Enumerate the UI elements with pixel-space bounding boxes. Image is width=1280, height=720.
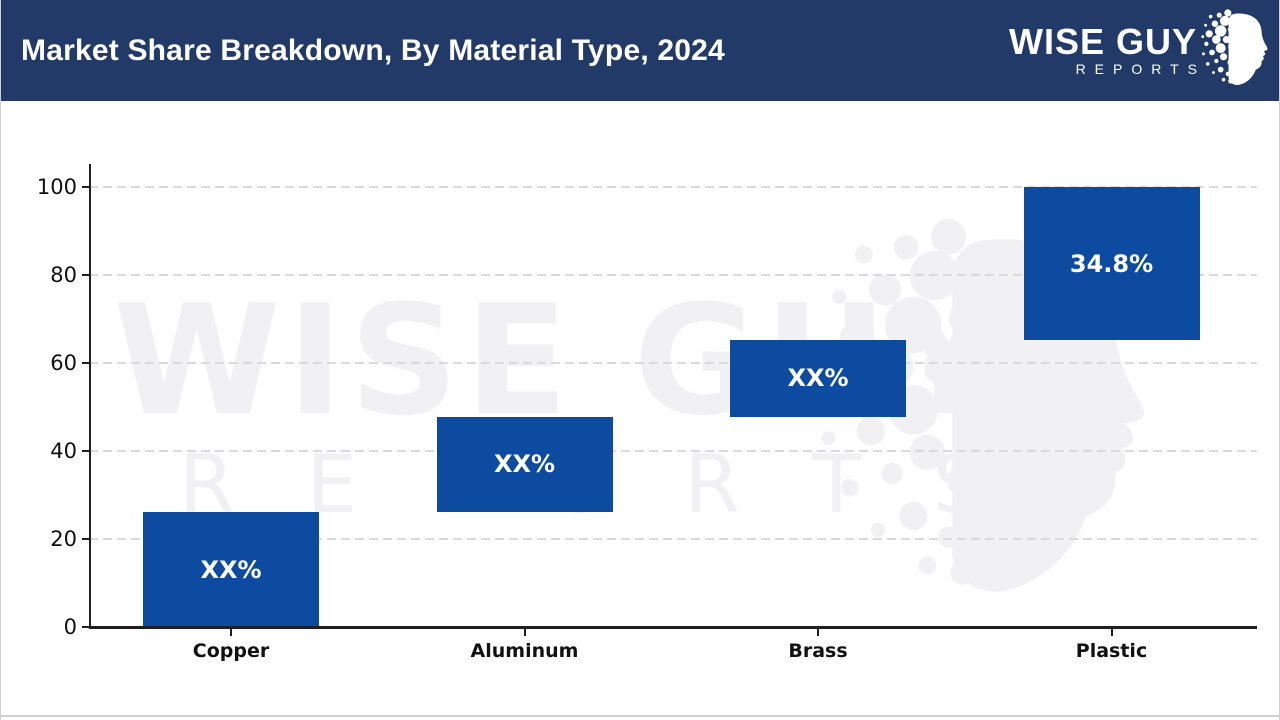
bar-value-label-brass: XX% <box>787 364 849 393</box>
category-label-aluminum: Aluminum <box>470 640 579 662</box>
bar-value-label-plastic: 34.8% <box>1069 249 1154 278</box>
y-tick-label-20: 20 <box>50 527 77 551</box>
y-tick-label-80: 80 <box>50 263 77 287</box>
y-tick-mark-0 <box>82 626 89 628</box>
wiseguy-face-icon <box>1201 8 1268 85</box>
bar-brass <box>730 340 906 417</box>
x-tick-mark-brass <box>817 629 819 636</box>
chart-title: Market Share Breakdown, By Material Type… <box>21 33 725 67</box>
y-tick-label-100: 100 <box>36 175 77 199</box>
x-tick-mark-copper <box>230 629 232 636</box>
bar-value-label-aluminum: XX% <box>493 450 556 479</box>
x-tick-mark-plastic <box>1110 629 1113 636</box>
category-label-brass: Brass <box>788 640 848 662</box>
y-axis-spine <box>89 164 91 629</box>
wiseguy-logo: WISE GUY REPORTS <box>1008 8 1279 94</box>
gridline-80 <box>89 274 1257 276</box>
y-tick-mark-100 <box>82 186 89 188</box>
wiseguy-logo-subtitle: REPORTS <box>1075 60 1206 77</box>
y-tick-label-0: 0 <box>63 615 77 639</box>
x-tick-mark-aluminum <box>523 629 526 636</box>
gridline-100 <box>89 186 1257 188</box>
category-label-copper: Copper <box>192 640 270 662</box>
wiseguy-logo-text: WISE GUY REPORTS <box>1008 20 1197 78</box>
y-tick-label-60: 60 <box>50 351 77 375</box>
gridline-60 <box>89 362 1257 364</box>
bar-value-label-copper: XX% <box>200 555 262 584</box>
y-tick-mark-60 <box>82 362 89 364</box>
header-bar: Market Share Breakdown, By Material Type… <box>1 0 1279 101</box>
bar-aluminum <box>436 416 613 513</box>
gridline-40 <box>89 450 1257 452</box>
bar-copper <box>143 512 319 627</box>
x-axis-spine <box>89 626 1257 629</box>
y-tick-mark-40 <box>82 450 89 452</box>
bar-plastic <box>1023 187 1200 341</box>
category-label-plastic: Plastic <box>1075 640 1148 662</box>
wiseguy-logo-wordmark: WISE GUY <box>1008 20 1197 62</box>
y-tick-mark-20 <box>82 538 89 540</box>
gridline-20 <box>89 538 1257 540</box>
y-tick-label-40: 40 <box>50 439 77 463</box>
y-tick-mark-80 <box>82 274 89 276</box>
